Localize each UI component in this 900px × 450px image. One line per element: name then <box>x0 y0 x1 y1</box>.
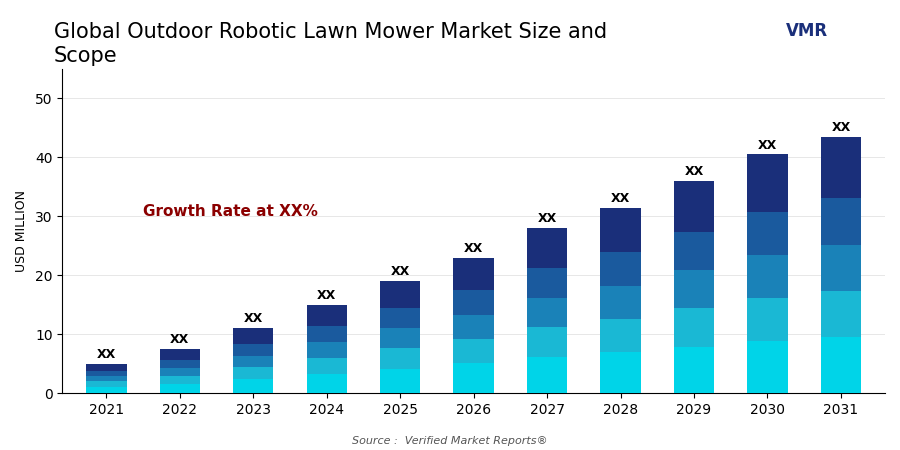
Bar <box>526 268 567 297</box>
Bar <box>307 374 346 393</box>
Bar <box>747 154 788 212</box>
Bar <box>600 252 641 286</box>
Bar <box>526 228 567 268</box>
Bar <box>600 207 641 252</box>
Text: XX: XX <box>317 289 337 302</box>
Bar <box>600 319 641 352</box>
Text: XX: XX <box>832 121 850 134</box>
Bar <box>674 181 715 232</box>
Bar <box>86 376 127 382</box>
Text: Global Outdoor Robotic Lawn Mower Market Size and
Scope: Global Outdoor Robotic Lawn Mower Market… <box>54 22 608 66</box>
Text: Growth Rate at XX%: Growth Rate at XX% <box>143 204 318 220</box>
Bar <box>600 286 641 319</box>
Text: XX: XX <box>684 165 704 178</box>
Bar <box>159 376 200 383</box>
Text: VMR: VMR <box>786 22 828 40</box>
Text: Source :  Verified Market Reports®: Source : Verified Market Reports® <box>352 436 548 446</box>
Bar <box>380 308 420 328</box>
Bar <box>454 315 494 339</box>
Bar <box>747 341 788 393</box>
Bar <box>747 212 788 255</box>
Bar <box>821 291 861 337</box>
Bar <box>307 358 346 374</box>
Bar <box>380 328 420 348</box>
Bar <box>821 244 861 291</box>
Bar <box>747 298 788 341</box>
Bar <box>233 367 274 379</box>
Bar <box>674 270 715 308</box>
Text: XX: XX <box>758 139 777 152</box>
Bar <box>233 328 274 344</box>
Bar <box>307 326 346 342</box>
Bar <box>454 258 494 290</box>
Bar <box>526 357 567 393</box>
Bar <box>821 337 861 393</box>
Bar <box>159 368 200 376</box>
Bar <box>380 369 420 393</box>
Bar <box>86 387 127 393</box>
Bar <box>233 344 274 356</box>
Bar <box>454 290 494 315</box>
Bar <box>307 342 346 358</box>
Bar <box>674 232 715 270</box>
Bar <box>454 364 494 393</box>
Bar <box>307 305 346 326</box>
Bar <box>380 281 420 308</box>
Text: XX: XX <box>537 212 557 225</box>
Bar <box>526 327 567 357</box>
Bar <box>159 383 200 393</box>
Bar <box>526 297 567 327</box>
Text: XX: XX <box>391 266 410 278</box>
Bar <box>821 137 861 198</box>
Bar <box>454 339 494 364</box>
Bar <box>86 364 127 371</box>
Text: XX: XX <box>96 348 116 361</box>
Y-axis label: USD MILLION: USD MILLION <box>15 190 28 272</box>
Bar <box>233 356 274 367</box>
Text: XX: XX <box>464 242 483 255</box>
Bar <box>159 349 200 360</box>
Text: XX: XX <box>611 192 630 205</box>
Bar <box>674 308 715 346</box>
Bar <box>233 379 274 393</box>
Bar <box>86 382 127 387</box>
Bar <box>159 360 200 368</box>
Bar <box>600 352 641 393</box>
Bar <box>674 346 715 393</box>
Bar <box>86 371 127 376</box>
Bar <box>747 255 788 298</box>
Text: XX: XX <box>170 333 189 346</box>
Bar <box>821 198 861 244</box>
Text: XX: XX <box>244 312 263 325</box>
Bar <box>380 348 420 369</box>
